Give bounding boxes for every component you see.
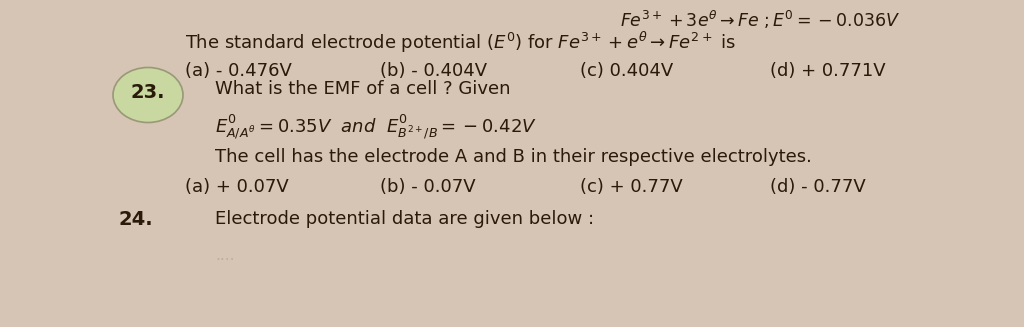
Text: (d) - 0.77V: (d) - 0.77V [770,178,865,196]
Text: Electrode potential data are given below :: Electrode potential data are given below… [215,210,594,228]
Text: (a) - 0.476V: (a) - 0.476V [185,62,292,80]
Text: (b) - 0.404V: (b) - 0.404V [380,62,487,80]
Text: (c) + 0.77V: (c) + 0.77V [580,178,683,196]
Text: (c) 0.404V: (c) 0.404V [580,62,673,80]
Text: $Fe^{3+}+3e^{\theta}\rightarrow Fe\;; E^{0}=-0.036V$: $Fe^{3+}+3e^{\theta}\rightarrow Fe\;; E^… [620,8,900,31]
Text: 24.: 24. [118,210,153,229]
Text: 23.: 23. [131,83,165,102]
Text: (a) + 0.07V: (a) + 0.07V [185,178,289,196]
Text: The cell has the electrode A and B in their respective electrolytes.: The cell has the electrode A and B in th… [215,148,812,166]
Text: $E^{0}_{A/A^{\theta}}=0.35V$  and  $E^{0}_{B^{2+}/B}=-0.42V$: $E^{0}_{A/A^{\theta}}=0.35V$ and $E^{0}_… [215,112,537,141]
Text: The standard electrode potential $(E^{0})$ for $Fe^{3+}+e^{\theta}\rightarrow Fe: The standard electrode potential $(E^{0}… [185,30,736,55]
Text: ....: .... [215,248,234,263]
Text: (d) + 0.771V: (d) + 0.771V [770,62,886,80]
Text: What is the EMF of a cell ? Given: What is the EMF of a cell ? Given [215,80,511,98]
Text: (b) - 0.07V: (b) - 0.07V [380,178,475,196]
Ellipse shape [113,67,183,123]
